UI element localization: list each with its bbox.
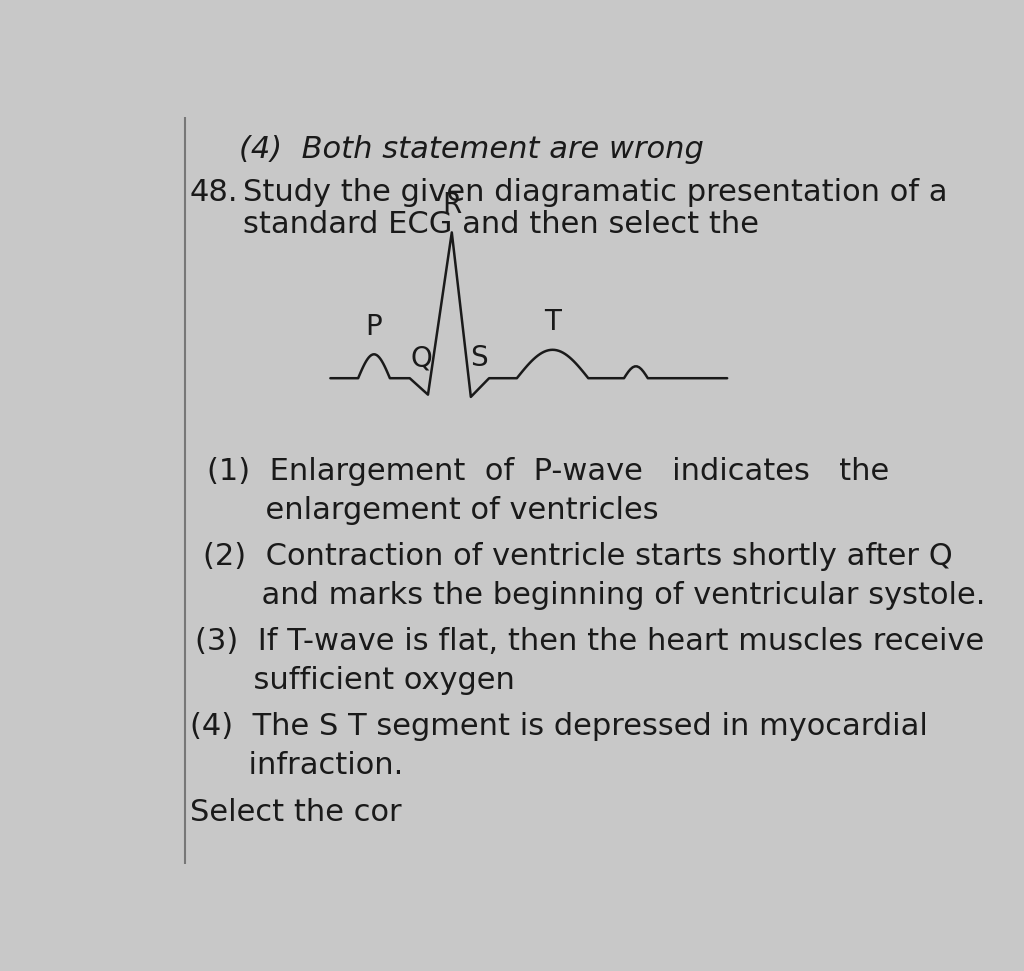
Text: sufficient oxygen: sufficient oxygen	[196, 666, 515, 695]
Text: Study the given diagramatic presentation of a: Study the given diagramatic presentation…	[243, 178, 947, 207]
Text: (4)  The S T segment is depressed in myocardial: (4) The S T segment is depressed in myoc…	[189, 713, 928, 742]
Text: P: P	[366, 313, 382, 341]
Text: Q: Q	[411, 345, 432, 372]
Text: (4)  Both statement are wrong: (4) Both statement are wrong	[240, 135, 703, 164]
Text: (2)  Contraction of ventricle starts shortly after Q: (2) Contraction of ventricle starts shor…	[204, 542, 953, 571]
Text: S: S	[470, 345, 487, 372]
Text: (1)  Enlargement  of  P-wave   indicates   the: (1) Enlargement of P-wave indicates the	[207, 456, 890, 486]
Text: 48.: 48.	[189, 178, 239, 207]
Text: Select the cor: Select the cor	[189, 797, 401, 826]
Text: (3)  If T-wave is flat, then the heart muscles receive: (3) If T-wave is flat, then the heart mu…	[196, 627, 985, 656]
Text: standard ECG and then select the: standard ECG and then select the	[243, 210, 769, 239]
Text: and marks the beginning of ventricular systole.: and marks the beginning of ventricular s…	[204, 581, 986, 610]
Text: R: R	[442, 191, 462, 218]
Text: enlargement of ventricles: enlargement of ventricles	[207, 495, 659, 524]
Text: infraction.: infraction.	[189, 752, 403, 781]
Text: T: T	[544, 309, 561, 336]
